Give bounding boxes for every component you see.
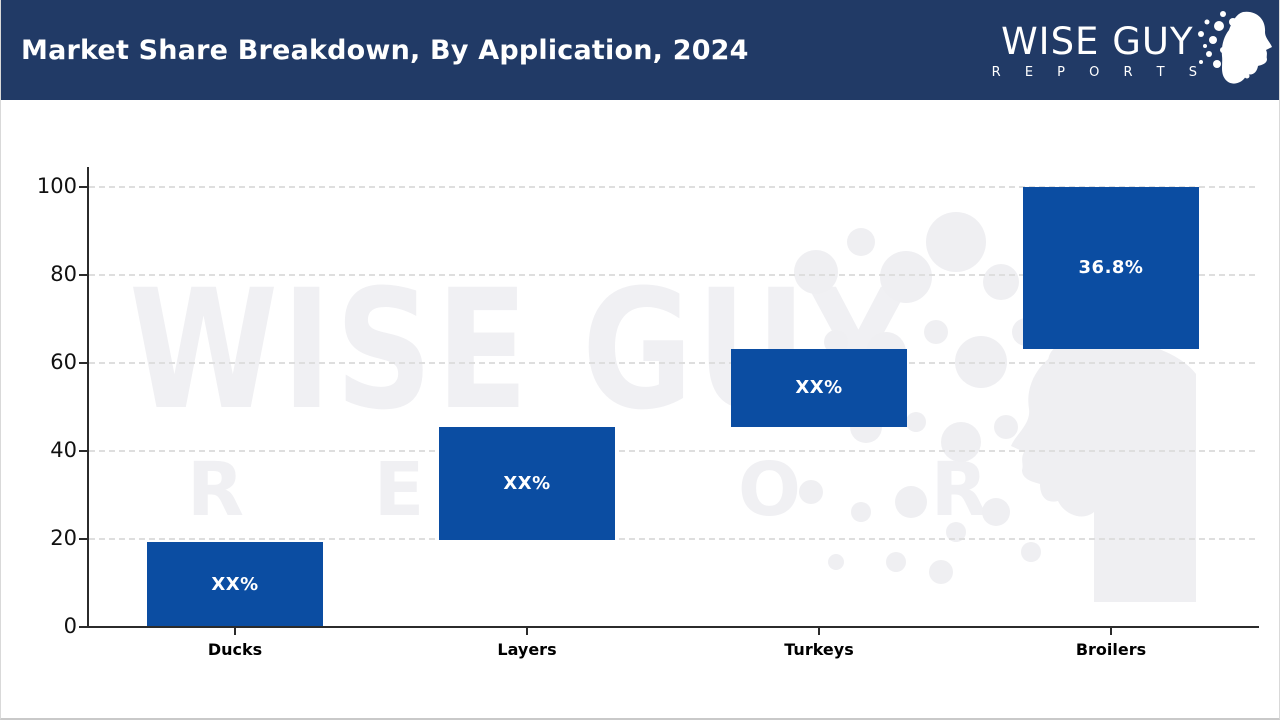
gridline-100 — [89, 186, 1255, 188]
bar-ducks: XX% — [147, 542, 323, 627]
bar-layers: XX% — [439, 426, 615, 540]
bar-broilers: 36.8% — [1023, 187, 1199, 349]
y-tick-mark-80 — [79, 274, 88, 276]
header-bar: Market Share Breakdown, By Application, … — [1, 0, 1279, 100]
y-tick-mark-60 — [79, 362, 88, 364]
x-tick-mark-ducks — [234, 628, 236, 635]
category-label-broilers: Broilers — [1075, 640, 1147, 659]
x-tick-mark-layers — [526, 628, 528, 635]
category-label-turkeys: Turkeys — [784, 640, 854, 659]
bar-value-label: XX% — [211, 574, 259, 596]
y-tick-label-40: 40 — [50, 438, 77, 462]
gridline-40 — [89, 450, 1255, 452]
brand-wordmark: WISE GUY — [1001, 19, 1194, 63]
bar-value-label: 36.8% — [1078, 257, 1144, 279]
y-tick-label-20: 20 — [50, 526, 77, 550]
bar-value-label: XX% — [503, 472, 551, 494]
y-tick-label-100: 100 — [36, 174, 77, 198]
y-tick-label-80: 80 — [50, 262, 77, 286]
y-axis-line — [87, 167, 89, 628]
bar-turkeys: XX% — [731, 348, 907, 427]
brand-logo-text: WISE GUY R E P O R T S — [988, 23, 1207, 80]
y-tick-mark-40 — [79, 450, 88, 452]
gridline-80 — [89, 274, 1255, 276]
y-tick-mark-100 — [79, 186, 88, 188]
x-tick-mark-turkeys — [818, 628, 820, 635]
y-tick-mark-0 — [79, 626, 88, 628]
gridline-20 — [89, 538, 1255, 540]
page-title: Market Share Breakdown, By Application, … — [21, 34, 749, 66]
y-tick-label-60: 60 — [50, 350, 77, 374]
category-label-ducks: Ducks — [207, 640, 263, 659]
brand-subtext: R E P O R T S — [991, 64, 1207, 80]
x-tick-mark-broilers — [1110, 628, 1112, 635]
y-tick-mark-20 — [79, 538, 88, 540]
brand-logo: WISE GUY R E P O R T S — [988, 6, 1275, 96]
category-label-layers: Layers — [497, 640, 557, 659]
y-tick-label-0: 0 — [63, 614, 77, 638]
dotted-head-logo-icon — [1191, 6, 1275, 96]
bar-value-label: XX% — [795, 377, 843, 399]
x-axis-line — [87, 626, 1259, 628]
gridline-60 — [89, 362, 1255, 364]
